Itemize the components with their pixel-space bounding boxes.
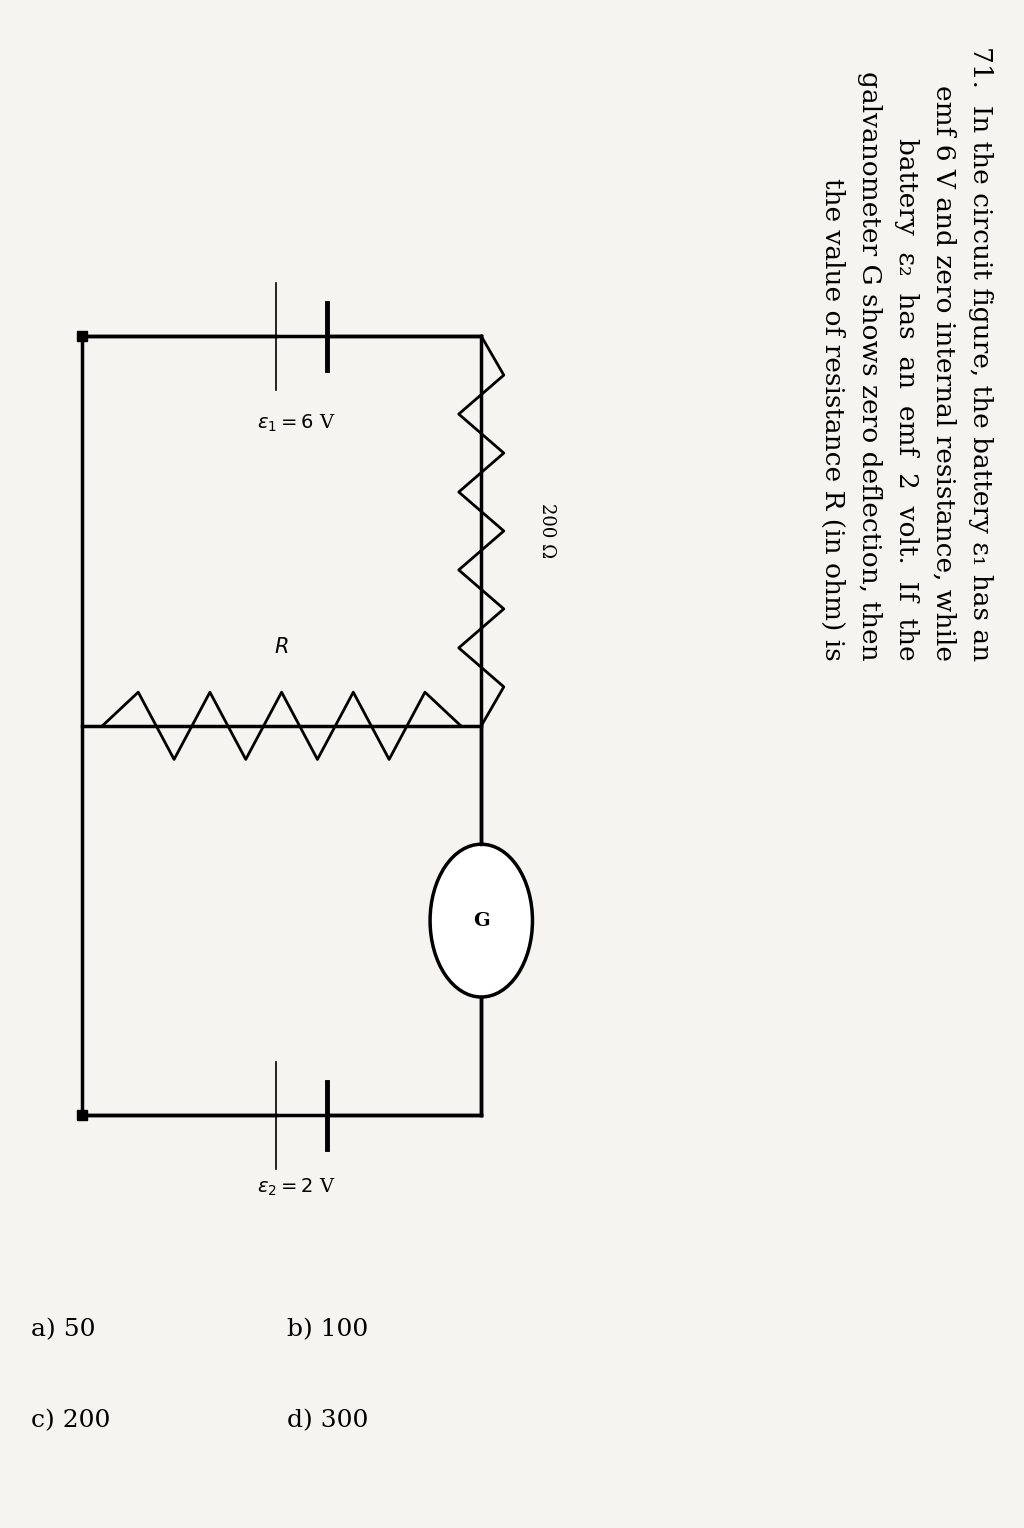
Text: 71.  In the circuit figure, the battery ε₁ has an
emf 6 V and zero internal resi: 71. In the circuit figure, the battery ε…	[820, 46, 993, 662]
Text: $\varepsilon_1 = 6$ V: $\varepsilon_1 = 6$ V	[257, 413, 336, 434]
Text: a) 50: a) 50	[31, 1317, 95, 1342]
Text: c) 200: c) 200	[31, 1409, 111, 1433]
Text: $R$: $R$	[274, 637, 289, 657]
Circle shape	[430, 843, 532, 996]
Text: b) 100: b) 100	[287, 1317, 368, 1342]
Text: G: G	[473, 912, 489, 929]
Text: $\varepsilon_2 = 2$ V: $\varepsilon_2 = 2$ V	[257, 1177, 336, 1198]
Text: 200 Ω: 200 Ω	[538, 503, 556, 559]
Text: d) 300: d) 300	[287, 1409, 368, 1433]
